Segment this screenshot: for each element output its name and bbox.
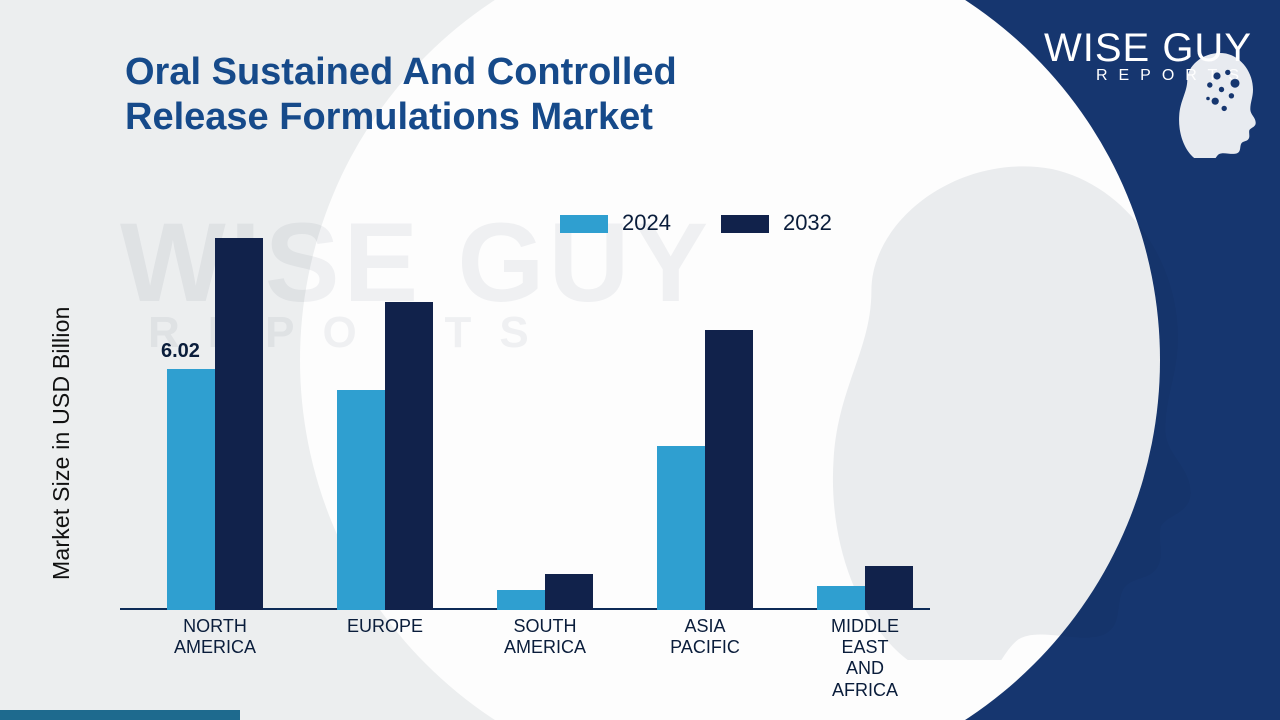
x-axis-category-label: EUROPE: [310, 610, 460, 637]
bar-value-label: 6.02: [161, 340, 200, 363]
bar-group: SOUTH AMERICA: [470, 574, 620, 610]
x-axis-category-label: ASIA PACIFIC: [630, 610, 780, 658]
bar-2024: [817, 586, 865, 610]
bar-group: MIDDLE EAST AND AFRICA: [790, 566, 940, 610]
bar-2032: [545, 574, 593, 610]
x-axis-category-label: SOUTH AMERICA: [470, 610, 620, 658]
bar-2024: [497, 590, 545, 610]
y-axis-label: Market Size in USD Billion: [48, 306, 75, 580]
bar-2032: [385, 302, 433, 610]
chart-plot: NORTH AMERICA6.02 EUROPE SOUTH AMERICA ASIA…: [120, 210, 940, 610]
chart-area: Oral Sustained And Controlled Release Fo…: [30, 20, 960, 710]
logo-head-icon: [1172, 48, 1262, 158]
bar-group: NORTH AMERICA: [140, 238, 290, 610]
logo-word-wise: WISE: [1044, 26, 1150, 70]
bar-2024: [657, 446, 705, 610]
chart-title: Oral Sustained And Controlled Release Fo…: [125, 50, 765, 140]
bar-2032: [215, 238, 263, 610]
bar-group: EUROPE: [310, 302, 460, 610]
x-axis-category-label: MIDDLE EAST AND AFRICA: [790, 610, 940, 701]
infographic-stage: WISE GUY REPORTS Oral Sustained And Cont…: [0, 0, 1280, 720]
bar-group: ASIA PACIFIC: [630, 330, 780, 610]
bar-2024: [337, 390, 385, 610]
x-axis-category-label: NORTH AMERICA: [140, 610, 290, 658]
brand-logo: WISE GUY REPORTS: [982, 26, 1252, 85]
footer-accent-bar: [0, 710, 240, 720]
bar-2032: [865, 566, 913, 610]
bar-2024: [167, 369, 215, 610]
bar-2032: [705, 330, 753, 610]
